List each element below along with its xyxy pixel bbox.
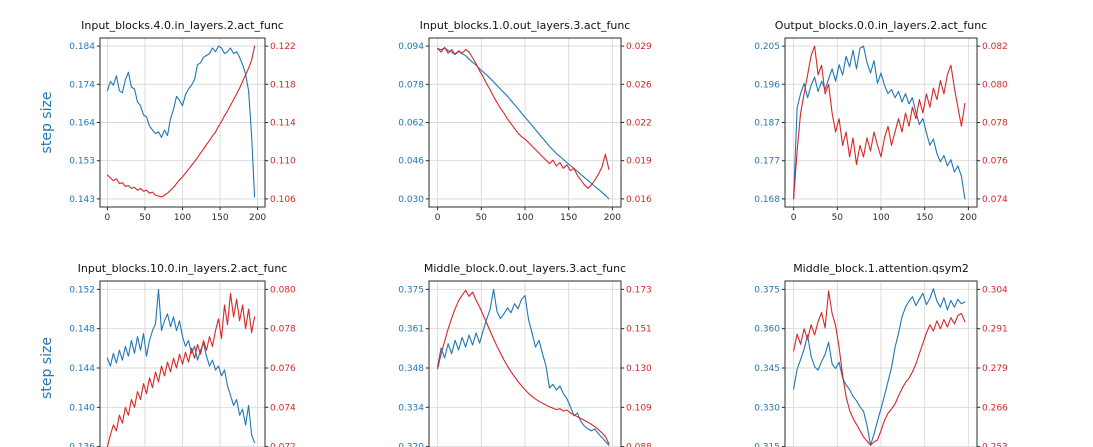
svg-text:0.164: 0.164 xyxy=(69,119,95,129)
svg-text:0.074: 0.074 xyxy=(982,195,1008,205)
svg-text:0: 0 xyxy=(791,213,797,223)
svg-text:Middle_block.0.out_layers.3.ac: Middle_block.0.out_layers.3.act_func xyxy=(424,262,626,275)
svg-text:0.279: 0.279 xyxy=(982,364,1008,374)
svg-text:0.148: 0.148 xyxy=(69,325,95,335)
svg-text:50: 50 xyxy=(832,213,844,223)
svg-text:0.122: 0.122 xyxy=(270,42,296,52)
svg-text:0.173: 0.173 xyxy=(626,285,652,295)
svg-text:0.082: 0.082 xyxy=(982,42,1008,52)
svg-text:0.151: 0.151 xyxy=(626,325,652,335)
svg-text:0.019: 0.019 xyxy=(626,157,652,167)
svg-text:step size: step size xyxy=(40,92,55,154)
charts-row-top: 0 50 100 150 200 0.184 0.174 0.164 0.153 0.143 0.1… xyxy=(40,16,1017,227)
svg-text:Middle_block.1.attention.qsym2: Middle_block.1.attention.qsym2 xyxy=(793,262,969,275)
svg-text:0.266: 0.266 xyxy=(982,403,1008,413)
svg-text:0.088: 0.088 xyxy=(626,443,652,447)
svg-text:0.345: 0.345 xyxy=(754,364,780,374)
svg-text:200: 200 xyxy=(960,213,977,223)
svg-text:0.334: 0.334 xyxy=(398,403,424,413)
svg-text:0.110: 0.110 xyxy=(270,157,296,167)
svg-text:0.375: 0.375 xyxy=(754,285,780,295)
svg-text:0.184: 0.184 xyxy=(69,42,95,52)
svg-text:0.136: 0.136 xyxy=(69,443,95,447)
svg-text:Output_blocks.0.0.in_layers.2.: Output_blocks.0.0.in_layers.2.act_func xyxy=(775,19,987,32)
svg-text:200: 200 xyxy=(249,213,266,223)
svg-text:50: 50 xyxy=(139,213,151,223)
svg-text:0.375: 0.375 xyxy=(398,285,424,295)
svg-text:0.080: 0.080 xyxy=(270,285,296,295)
svg-text:0.348: 0.348 xyxy=(398,364,424,374)
svg-text:0.196: 0.196 xyxy=(754,80,780,90)
svg-text:0.072: 0.072 xyxy=(270,443,296,447)
svg-text:0.360: 0.360 xyxy=(754,325,780,335)
svg-text:0.026: 0.026 xyxy=(626,80,652,90)
charts-row-bottom: 0501001502000.1520.1480.1440.1400.1360.0… xyxy=(0,243,1093,447)
svg-text:step size: step size xyxy=(40,337,55,399)
svg-text:0.080: 0.080 xyxy=(982,80,1008,90)
svg-text:0.106: 0.106 xyxy=(270,195,296,205)
svg-text:100: 100 xyxy=(872,213,889,223)
svg-text:0.153: 0.153 xyxy=(69,157,95,167)
svg-text:0.143: 0.143 xyxy=(69,195,95,205)
svg-text:0.078: 0.078 xyxy=(398,80,424,90)
svg-text:0.030: 0.030 xyxy=(398,195,424,205)
svg-text:150: 150 xyxy=(916,213,933,223)
svg-text:0.114: 0.114 xyxy=(270,119,296,129)
svg-text:Input_blocks.4.0.in_layers.2.a: Input_blocks.4.0.in_layers.2.act_func xyxy=(81,19,284,32)
svg-text:0.062: 0.062 xyxy=(398,119,424,129)
svg-text:0.109: 0.109 xyxy=(626,403,652,413)
svg-text:0.304: 0.304 xyxy=(982,285,1008,295)
svg-text:0.118: 0.118 xyxy=(270,80,296,90)
svg-text:Input_blocks.10.0.in_layers.2.: Input_blocks.10.0.in_layers.2.act_func xyxy=(78,262,288,275)
chart-6-middle-block-0-out-layers-3: 0501001502000.3750.3610.3480.3340.3200.1… xyxy=(385,259,661,447)
svg-text:0.016: 0.016 xyxy=(626,195,652,205)
svg-text:0.253: 0.253 xyxy=(982,443,1008,447)
svg-text:0.177: 0.177 xyxy=(754,157,780,167)
svg-text:0.174: 0.174 xyxy=(69,80,95,90)
svg-text:200: 200 xyxy=(604,213,621,223)
chart-1-input-blocks-4-0-in-layers-2: 0 50 100 150 200 0.184 0.174 0.164 0.153 0.143 0.1… xyxy=(40,16,305,227)
svg-text:Input_blocks.1.0.out_layers.3.: Input_blocks.1.0.out_layers.3.act_func xyxy=(420,19,631,32)
svg-text:0: 0 xyxy=(435,213,441,223)
svg-text:0.046: 0.046 xyxy=(398,157,424,167)
svg-text:0.320: 0.320 xyxy=(398,443,424,447)
svg-text:0.074: 0.074 xyxy=(270,403,296,413)
svg-text:0.078: 0.078 xyxy=(270,325,296,335)
svg-text:0: 0 xyxy=(105,213,111,223)
chart-7-middle-block-1-attention-qsym2: 0501001502000.3750.3600.3450.3300.3150.3… xyxy=(741,259,1017,447)
svg-text:0.168: 0.168 xyxy=(754,195,780,205)
svg-text:50: 50 xyxy=(476,213,488,223)
svg-text:0.130: 0.130 xyxy=(626,364,652,374)
chart-5-input-blocks-10-0-in-layers-2: 0501001502000.1520.1480.1440.1400.1360.0… xyxy=(40,259,305,447)
svg-text:0.187: 0.187 xyxy=(754,119,780,129)
svg-text:0.094: 0.094 xyxy=(398,42,424,52)
svg-text:0.076: 0.076 xyxy=(982,157,1008,167)
svg-text:0.076: 0.076 xyxy=(270,364,296,374)
svg-text:0.291: 0.291 xyxy=(982,325,1008,335)
chart-3-output-blocks-0-0-in-layers-2: 0 50 100 150 200 0.205 0.196 0.187 0.177 0.168 0.0… xyxy=(741,16,1017,227)
svg-text:0.205: 0.205 xyxy=(754,42,780,52)
svg-text:100: 100 xyxy=(516,213,533,223)
svg-text:0.152: 0.152 xyxy=(69,285,95,295)
svg-text:100: 100 xyxy=(174,213,191,223)
svg-text:150: 150 xyxy=(560,213,577,223)
svg-text:0.361: 0.361 xyxy=(398,325,424,335)
svg-text:0.144: 0.144 xyxy=(69,364,95,374)
chart-2-input-blocks-1-0-out-layers-3: 0 50 100 150 200 0.094 0.078 0.062 0.046 0.030 0.0… xyxy=(385,16,661,227)
svg-text:0.140: 0.140 xyxy=(69,403,95,413)
svg-text:150: 150 xyxy=(211,213,228,223)
svg-text:0.330: 0.330 xyxy=(754,403,780,413)
svg-text:0.029: 0.029 xyxy=(626,42,652,52)
svg-text:0.078: 0.078 xyxy=(982,119,1008,129)
svg-text:0.315: 0.315 xyxy=(754,443,780,447)
svg-text:0.022: 0.022 xyxy=(626,119,652,129)
